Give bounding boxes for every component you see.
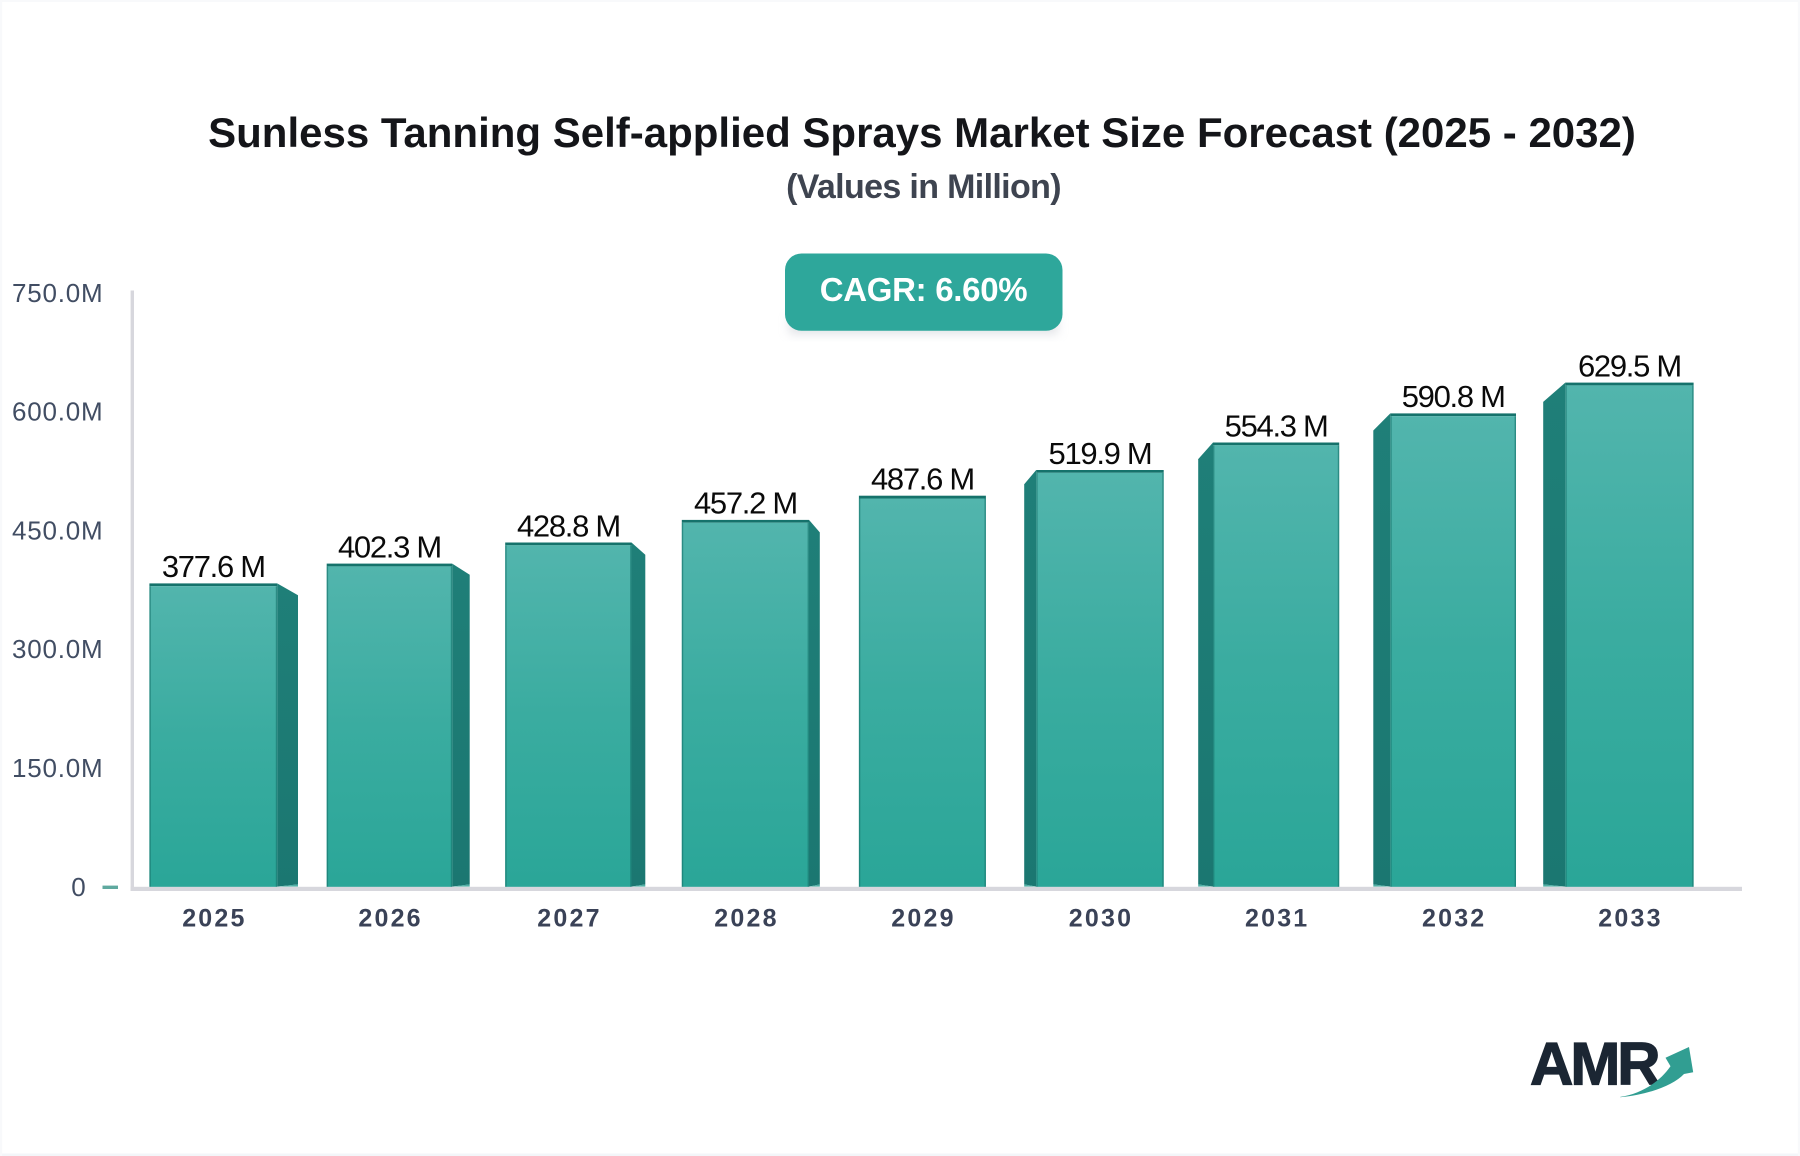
svg-text:402.3 M: 402.3 M — [338, 529, 441, 564]
svg-text:2029: 2029 — [891, 904, 955, 932]
svg-text:0: 0 — [71, 872, 86, 902]
svg-text:590.8 M: 590.8 M — [1402, 379, 1505, 414]
svg-text:CAGR: 6.60%: CAGR: 6.60% — [820, 271, 1028, 308]
svg-text:2025: 2025 — [182, 904, 246, 932]
svg-text:428.8 M: 428.8 M — [517, 508, 620, 543]
svg-text:300.0M: 300.0M — [12, 634, 104, 664]
svg-text:600.0M: 600.0M — [12, 397, 104, 427]
svg-text:(Values in Million): (Values in Million) — [786, 168, 1061, 206]
svg-text:487.6 M: 487.6 M — [871, 462, 974, 497]
svg-text:750.0M: 750.0M — [12, 278, 104, 308]
svg-text:554.3 M: 554.3 M — [1225, 408, 1328, 443]
svg-text:2032: 2032 — [1422, 904, 1486, 932]
svg-text:150.0M: 150.0M — [12, 753, 104, 783]
svg-text:519.9 M: 519.9 M — [1049, 436, 1152, 471]
svg-text:AMR: AMR — [1530, 1030, 1660, 1097]
svg-text:2027: 2027 — [537, 904, 601, 932]
svg-text:2033: 2033 — [1598, 904, 1662, 932]
svg-text:450.0M: 450.0M — [12, 515, 104, 545]
svg-text:377.6 M: 377.6 M — [162, 549, 265, 584]
svg-text:Sunless Tanning Self-applied S: Sunless Tanning Self-applied Sprays Mark… — [208, 109, 1636, 156]
svg-text:457.2 M: 457.2 M — [694, 486, 797, 521]
svg-text:629.5 M: 629.5 M — [1578, 348, 1681, 383]
svg-text:2026: 2026 — [358, 904, 422, 932]
svg-text:2031: 2031 — [1245, 904, 1309, 932]
svg-text:2028: 2028 — [714, 904, 778, 932]
svg-text:2030: 2030 — [1069, 904, 1133, 932]
